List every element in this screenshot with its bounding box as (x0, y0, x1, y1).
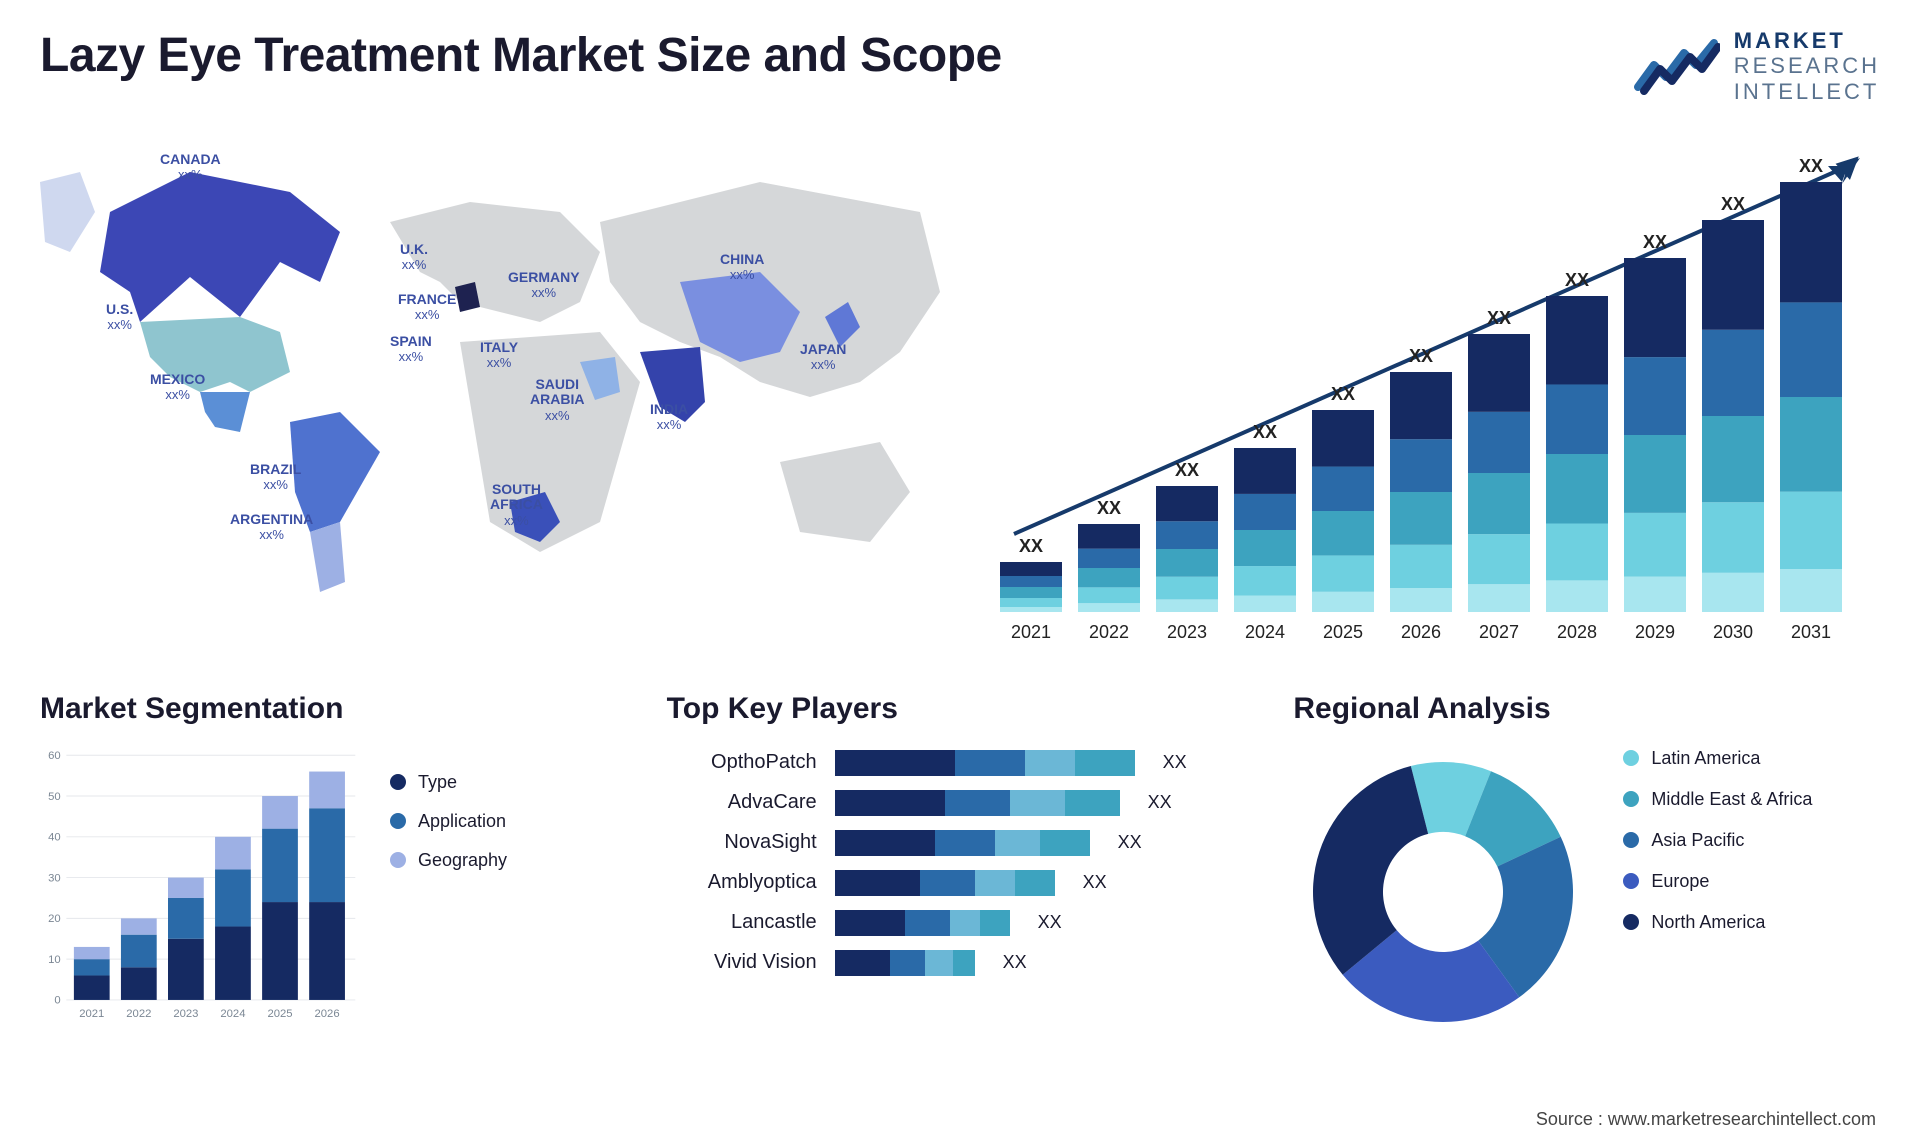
svg-text:2025: 2025 (267, 1008, 292, 1020)
legend-item: North America (1623, 912, 1812, 933)
legend-item: Geography (390, 850, 507, 871)
svg-text:XX: XX (1331, 384, 1355, 404)
map-label: GERMANYxx% (508, 270, 580, 301)
map-label: JAPANxx% (800, 342, 846, 373)
regional-panel: Regional Analysis Latin America Middle Ea… (1293, 692, 1880, 1042)
regional-title: Regional Analysis (1293, 692, 1880, 726)
segmentation-chart: 0 10 20 30 40 50 60 2021 2022 2023 2024 2025 2026 (40, 742, 360, 1032)
source-label: Source : www.marketresearchintellect.com (1536, 1109, 1876, 1130)
svg-text:20: 20 (48, 913, 61, 925)
keyplayer-row: NovaSightXX (667, 830, 1254, 856)
svg-text:XX: XX (1253, 422, 1277, 442)
keyplayers-title: Top Key Players (667, 692, 1254, 726)
regional-donut (1293, 742, 1593, 1042)
keyplayer-row: OpthoPatchXX (667, 750, 1254, 776)
svg-text:XX: XX (1097, 498, 1121, 518)
segmentation-legend: Type Application Geography (390, 742, 507, 871)
svg-text:30: 30 (48, 872, 61, 884)
keyplayers-panel: Top Key Players OpthoPatchXX AdvaCareXX No… (667, 692, 1254, 1042)
segmentation-panel: Market Segmentation 0 10 20 30 40 50 60 2021 202… (40, 692, 627, 1042)
svg-text:10: 10 (48, 954, 61, 966)
svg-text:2030: 2030 (1713, 622, 1753, 642)
keyplayer-row: AmblyopticaXX (667, 870, 1254, 896)
map-label: INDIAxx% (650, 402, 688, 433)
legend-item: Type (390, 772, 507, 793)
svg-text:XX: XX (1409, 346, 1433, 366)
keyplayer-row: LancastleXX (667, 910, 1254, 936)
svg-text:XX: XX (1175, 460, 1199, 480)
map-label: CHINAxx% (720, 252, 764, 283)
svg-text:XX: XX (1643, 232, 1667, 252)
segmentation-title: Market Segmentation (40, 692, 627, 726)
page-title: Lazy Eye Treatment Market Size and Scope (40, 28, 1002, 83)
svg-text:2022: 2022 (1089, 622, 1129, 642)
svg-text:2028: 2028 (1557, 622, 1597, 642)
svg-text:XX: XX (1487, 308, 1511, 328)
map-label: U.S.xx% (106, 302, 133, 333)
keyplayers-chart: OpthoPatchXX AdvaCareXX NovaSightXX Amblyop… (667, 742, 1254, 976)
svg-text:40: 40 (48, 831, 61, 843)
map-label: ARGENTINAxx% (230, 512, 313, 543)
svg-text:2031: 2031 (1791, 622, 1831, 642)
svg-text:XX: XX (1799, 156, 1823, 176)
svg-text:2023: 2023 (1167, 622, 1207, 642)
keyplayer-row: Vivid VisionXX (667, 950, 1254, 976)
svg-text:2026: 2026 (1401, 622, 1441, 642)
svg-text:2021: 2021 (79, 1008, 104, 1020)
map-label: SAUDIARABIAxx% (530, 377, 584, 423)
map-label: MEXICOxx% (150, 372, 205, 403)
world-map: CANADAxx% U.S.xx% MEXICOxx% BRAZILxx% ARGENT… (40, 122, 950, 662)
svg-text:2024: 2024 (1245, 622, 1285, 642)
svg-text:0: 0 (54, 995, 60, 1007)
svg-text:50: 50 (48, 791, 61, 803)
svg-text:60: 60 (48, 750, 61, 762)
map-label: SPAINxx% (390, 334, 432, 365)
map-label: ITALYxx% (480, 340, 518, 371)
svg-text:2023: 2023 (173, 1008, 198, 1020)
map-label: U.K.xx% (400, 242, 428, 273)
map-label: BRAZILxx% (250, 462, 301, 493)
legend-item: Middle East & Africa (1623, 789, 1812, 810)
logo-line1: MARKET (1734, 28, 1880, 53)
keyplayer-row: AdvaCareXX (667, 790, 1254, 816)
svg-text:2022: 2022 (126, 1008, 151, 1020)
svg-text:2027: 2027 (1479, 622, 1519, 642)
legend-item: Application (390, 811, 507, 832)
legend-item: Latin America (1623, 748, 1812, 769)
svg-text:XX: XX (1565, 270, 1589, 290)
logo-line2: RESEARCH (1734, 53, 1880, 78)
regional-legend: Latin America Middle East & Africa Asia Pa… (1623, 742, 1812, 933)
svg-text:2021: 2021 (1011, 622, 1051, 642)
svg-text:2024: 2024 (220, 1008, 245, 1020)
map-label: SOUTHAFRICAxx% (490, 482, 543, 528)
legend-item: Europe (1623, 871, 1812, 892)
svg-text:XX: XX (1721, 194, 1745, 214)
svg-text:XX: XX (1019, 536, 1043, 556)
svg-text:2025: 2025 (1323, 622, 1363, 642)
svg-text:2029: 2029 (1635, 622, 1675, 642)
brand-logo: MARKET RESEARCH INTELLECT (1634, 28, 1880, 104)
svg-text:2026: 2026 (315, 1008, 340, 1020)
forecast-chart: XX 2021 XX 2022 XX 2023 XX 2024 XX 2025 XX 2026 XX 20… (990, 122, 1880, 662)
legend-item: Asia Pacific (1623, 830, 1812, 851)
logo-line3: INTELLECT (1734, 79, 1880, 104)
map-label: FRANCExx% (398, 292, 456, 323)
map-label: CANADAxx% (160, 152, 221, 183)
